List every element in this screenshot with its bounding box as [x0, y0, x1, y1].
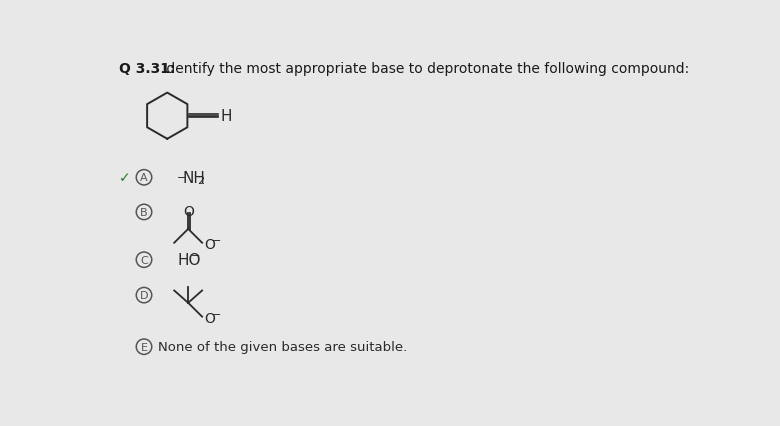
Text: D: D	[140, 291, 148, 300]
Text: −: −	[212, 309, 222, 319]
Text: A: A	[140, 173, 148, 183]
Text: O: O	[204, 311, 215, 325]
Text: −: −	[212, 235, 222, 245]
Text: Q 3.31:: Q 3.31:	[119, 62, 176, 76]
Text: C: C	[140, 255, 148, 265]
Text: 2: 2	[197, 175, 204, 185]
Text: B: B	[140, 207, 148, 217]
Text: ✓: ✓	[119, 171, 130, 185]
Text: O: O	[183, 204, 194, 219]
Text: HO: HO	[177, 253, 200, 268]
Text: Identify the most appropriate base to deprotonate the following compound:: Identify the most appropriate base to de…	[158, 62, 690, 76]
Text: NH: NH	[183, 170, 206, 185]
Text: −: −	[191, 250, 200, 260]
Text: O: O	[204, 238, 215, 252]
Text: E: E	[140, 342, 147, 352]
Text: None of the given bases are suitable.: None of the given bases are suitable.	[158, 340, 407, 353]
Text: −: −	[177, 173, 186, 182]
Text: H: H	[221, 109, 232, 124]
